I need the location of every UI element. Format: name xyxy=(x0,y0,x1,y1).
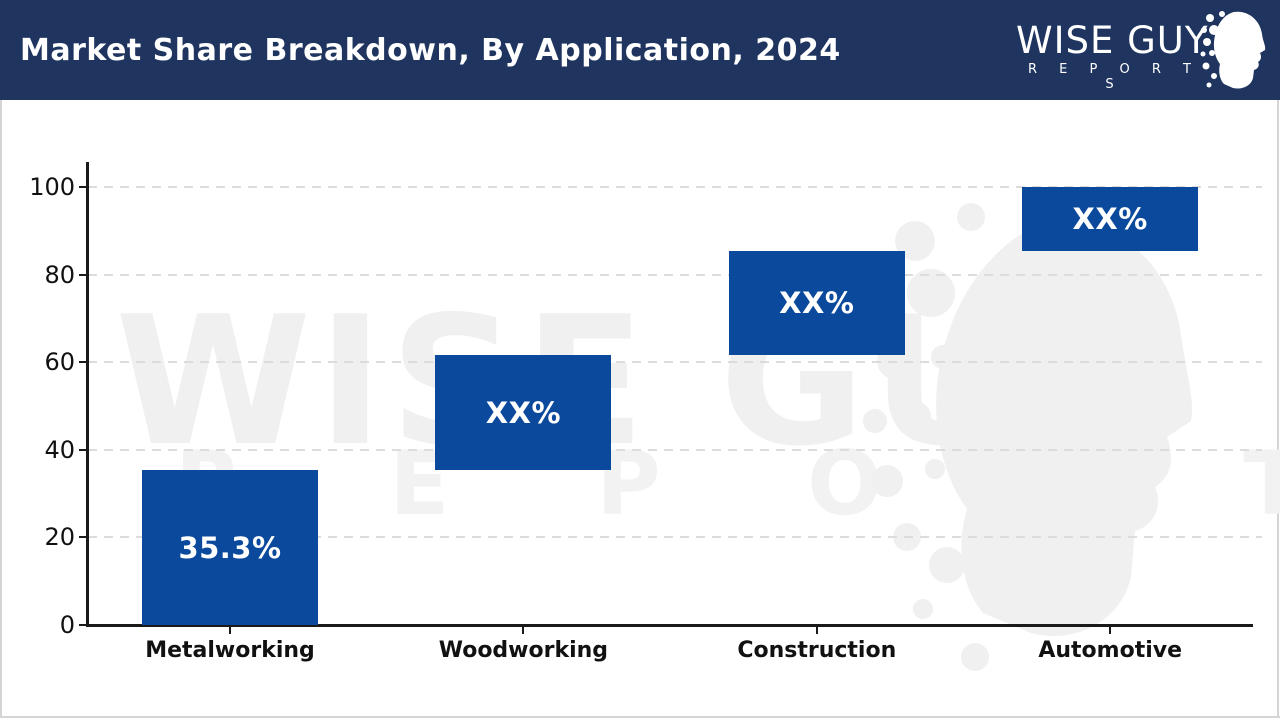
y-tick-label: 80 xyxy=(44,260,75,289)
y-tick-mark xyxy=(79,361,88,364)
gridline-y-20 xyxy=(88,536,1262,539)
bar-woodworking: XX% xyxy=(435,355,612,471)
gridline-y-80 xyxy=(88,273,1262,276)
y-tick-mark xyxy=(79,536,88,539)
category-label-automotive: Automotive xyxy=(1038,638,1183,663)
y-axis-spine xyxy=(86,162,89,627)
bar-value-label: 35.3% xyxy=(178,530,282,565)
category-label-metalworking: Metalworking xyxy=(145,638,315,663)
border-bottom xyxy=(0,716,1280,718)
x-tick-mark xyxy=(815,627,818,634)
bar-construction: XX% xyxy=(728,251,905,356)
bar-value-label: XX% xyxy=(779,286,855,321)
y-tick-mark xyxy=(79,624,88,626)
gridline-y-60 xyxy=(88,361,1262,364)
y-tick-mark xyxy=(79,273,88,276)
gridline-y-100 xyxy=(88,186,1262,188)
gridline-y-40 xyxy=(88,448,1262,451)
x-tick-mark xyxy=(229,627,231,634)
bar-automotive: XX% xyxy=(1022,187,1199,252)
x-tick-mark xyxy=(522,627,525,634)
bar-value-label: XX% xyxy=(485,395,562,430)
border-left xyxy=(0,100,2,717)
logo-text: WISE GUY R E P O R T S xyxy=(1016,19,1209,93)
y-tick-label: 60 xyxy=(44,348,75,377)
y-tick-label: 20 xyxy=(44,523,75,552)
border-right xyxy=(1277,100,1279,717)
x-tick-mark xyxy=(1109,627,1112,634)
category-label-woodworking: Woodworking xyxy=(438,638,609,663)
y-tick-label: 100 xyxy=(29,173,75,201)
y-tick-mark xyxy=(79,186,88,188)
page-title: Market Share Breakdown, By Application, … xyxy=(20,32,841,68)
logo-subtitle: R E P O R T S xyxy=(1028,62,1200,92)
bar-metalworking: 35.3% xyxy=(142,470,318,625)
y-tick-label: 40 xyxy=(44,435,75,464)
watermark-head-icon xyxy=(863,203,1193,671)
y-tick-mark xyxy=(79,448,88,451)
y-tick-label: 0 xyxy=(59,611,75,639)
wise-guy-logo: WISE GUY R E P O R T S xyxy=(1016,6,1266,94)
header-bar: Market Share Breakdown, By Application, … xyxy=(0,0,1280,100)
x-axis-spine xyxy=(86,624,1253,627)
logo-wordmark: WISE GUY xyxy=(1016,19,1209,62)
logo-head-icon xyxy=(1200,11,1266,89)
category-label-construction: Construction xyxy=(737,638,897,663)
bar-value-label: XX% xyxy=(1072,202,1148,237)
